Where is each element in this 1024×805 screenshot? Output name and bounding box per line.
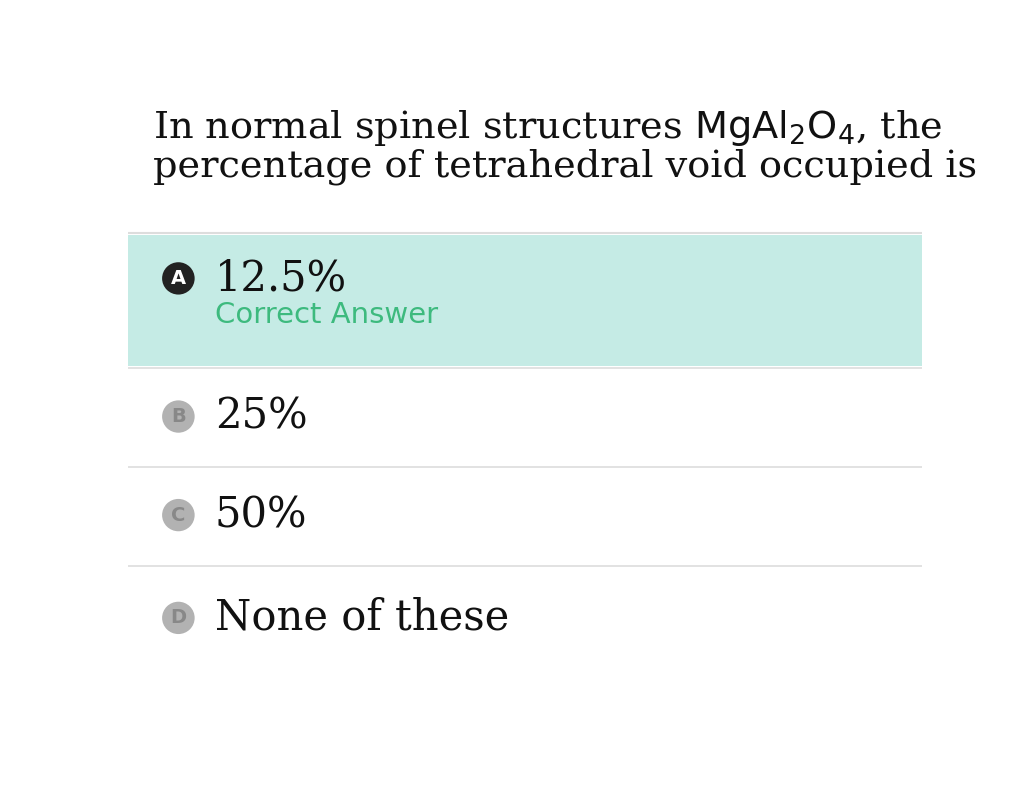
Text: Correct Answer: Correct Answer <box>215 301 438 329</box>
Text: percentage of tetrahedral void occupied is: percentage of tetrahedral void occupied … <box>153 149 977 185</box>
Circle shape <box>162 499 195 531</box>
Circle shape <box>162 601 195 634</box>
Circle shape <box>162 262 195 295</box>
Text: 12.5%: 12.5% <box>215 258 347 299</box>
Text: B: B <box>171 407 185 426</box>
Text: In normal spinel structures $\mathrm{MgAl_2O_4}$, the: In normal spinel structures $\mathrm{MgA… <box>153 108 942 148</box>
Text: 50%: 50% <box>215 494 307 536</box>
FancyBboxPatch shape <box>128 235 922 366</box>
Text: C: C <box>171 506 185 525</box>
Text: 25%: 25% <box>215 395 307 438</box>
Text: D: D <box>170 609 186 627</box>
Text: None of these: None of these <box>215 597 509 639</box>
Circle shape <box>162 400 195 433</box>
Text: A: A <box>171 269 186 288</box>
